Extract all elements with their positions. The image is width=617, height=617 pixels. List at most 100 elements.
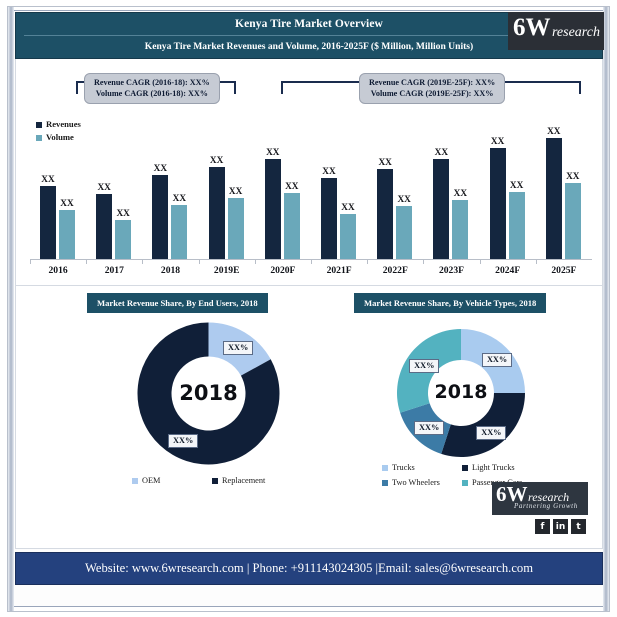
bar-plot-area: XX XX XX XX XX XX XX XX XX XX XX XX XX XX XX XX XX XX XX XX (30, 125, 592, 264)
brand-word: research (552, 25, 600, 40)
bar-volume (564, 183, 581, 259)
bar-revenues (489, 148, 506, 259)
bar-group: XX XX (479, 125, 536, 264)
bar-value-label: XX (547, 126, 561, 137)
x-axis-label: 2022F (382, 265, 408, 276)
donut-title-end-users: Market Revenue Share, By End Users, 2018 (87, 293, 268, 313)
x-axis-labels: 2016 2017 2018 2019E 2020F 2021F 2022F 2023F 202… (30, 265, 592, 281)
x-axis-tick (535, 260, 537, 264)
donut-pct-label: XX% (414, 420, 445, 435)
bar-group: XX XX (198, 125, 255, 264)
donut-pct-label: XX% (476, 425, 507, 440)
bar-value-label: XX (172, 194, 187, 204)
bar-revenues (264, 159, 281, 259)
bar-volume (115, 219, 132, 259)
donut-legend-item-trucks: Trucks (382, 461, 415, 475)
header-divider (24, 35, 594, 36)
bar-value-label: XX (453, 188, 468, 199)
donut-chart-vehicle-types: 2018 XX% XX% XX% XX% (396, 328, 526, 458)
chart-subtitle: Kenya Tire Market Revenues and Volume, 2… (144, 41, 474, 52)
legend-swatch-replacement (212, 478, 218, 484)
bar-volume (452, 199, 469, 259)
footer-contact-text: Website: www.6wresearch.com | Phone: +91… (85, 561, 533, 575)
brand-logo-header: 6W research (508, 12, 604, 50)
bar-group: XX XX (254, 125, 311, 264)
legend-label-two-wheelers: Two Wheelers (392, 478, 440, 487)
donut-legend-item-light-trucks: Light Trucks (462, 461, 515, 475)
bar-group: XX XX (311, 125, 367, 264)
donut-legend-item-two-wheelers: Two Wheelers (382, 476, 440, 490)
x-axis-label: 2023F (438, 265, 465, 276)
bar-group: XX XX (535, 125, 592, 264)
donut-pct-label: XX% (222, 341, 254, 356)
bar-group: XX XX (142, 125, 198, 264)
bar-revenues (433, 159, 450, 259)
brand-tagline: Partnering Growth (514, 502, 578, 510)
legend-swatch-trucks (382, 465, 388, 471)
bar-revenues (152, 175, 169, 259)
bar-value-label: XX (153, 164, 168, 175)
legend-swatch-two-wheelers (382, 480, 388, 486)
legend-label-oem: OEM (142, 476, 161, 485)
bar-volume (171, 205, 188, 259)
legend-label-volume: Volume (46, 132, 74, 142)
bar-volume (227, 198, 244, 259)
x-axis-tick (479, 260, 481, 264)
bar-volume (508, 191, 525, 259)
donut-legend-item-replacement: Replacement (212, 474, 265, 488)
bar-value-label: XX (228, 187, 243, 198)
bar-volume (340, 214, 356, 259)
bar-value-label: XX (209, 156, 224, 167)
donut-pct-label: XX% (409, 358, 440, 373)
twitter-icon[interactable]: t (571, 519, 586, 534)
x-axis-tick (198, 260, 200, 264)
brand-mark-footer: 6W (496, 482, 528, 506)
x-axis-label: 2016 (48, 265, 68, 276)
right-rail (603, 7, 609, 611)
bar-value-label: XX (341, 203, 355, 214)
x-axis-label: 2025F (551, 265, 577, 276)
social-links[interactable]: f in t (535, 519, 586, 534)
donut-pct-label: XX% (481, 353, 513, 368)
x-axis-tick (423, 260, 425, 264)
facebook-icon[interactable]: f (535, 519, 550, 534)
bar-value-label: XX (116, 208, 130, 219)
legend-label-light-trucks: Light Trucks (472, 463, 515, 472)
legend-swatch-revenues (36, 121, 42, 128)
legend-swatch-volume (36, 134, 42, 141)
left-rail (8, 7, 14, 611)
donut-slice-replacement (137, 322, 280, 465)
cagr-volume-left: Volume CAGR (2016-18): XX% (95, 89, 208, 98)
legend-label-revenues: Revenues (46, 119, 81, 129)
x-axis-label: 2024F (495, 265, 521, 276)
bar-revenues (377, 168, 394, 259)
bar-revenues (40, 186, 56, 259)
x-axis-tick (367, 260, 369, 264)
bar-volume (283, 192, 300, 259)
legend-swatch-passenger-cars (462, 480, 468, 486)
bar-value-label: XX (378, 157, 392, 168)
bar-value-label: XX (509, 180, 524, 191)
x-axis-tick (86, 260, 88, 264)
x-axis-tick (142, 260, 144, 264)
donut-center-year-vehicle-types: 2018 (434, 381, 488, 403)
bar-value-label: XX (490, 137, 505, 148)
bar-value-label: XX (434, 148, 449, 159)
donut-center-year-end-users: 2018 (179, 381, 238, 405)
legend-label-replacement: Replacement (222, 476, 266, 485)
bar-group: XX XX (423, 125, 479, 264)
linkedin-icon[interactable]: in (553, 519, 568, 534)
bar-group: XX XX (30, 125, 86, 264)
bar-group: XX XX (86, 125, 142, 264)
cagr-callout-2019-25: Revenue CAGR (2019E-25F): XX% Volume CAG… (359, 73, 506, 104)
bar-value-label: XX (397, 195, 411, 206)
outer-frame: Kenya Tire Market Overview Kenya Tire Ma… (7, 6, 610, 612)
legend-item-volume: Volume (36, 131, 81, 144)
header-banner: Kenya Tire Market Overview Kenya Tire Ma… (15, 12, 604, 59)
donut-legend-item-oem: OEM (132, 474, 160, 488)
bar-value-label: XX (60, 199, 74, 210)
bar-value-label: XX (566, 172, 580, 183)
bar-group: XX XX (367, 125, 423, 264)
bar-revenues (208, 167, 225, 259)
x-axis-tick (30, 260, 31, 264)
